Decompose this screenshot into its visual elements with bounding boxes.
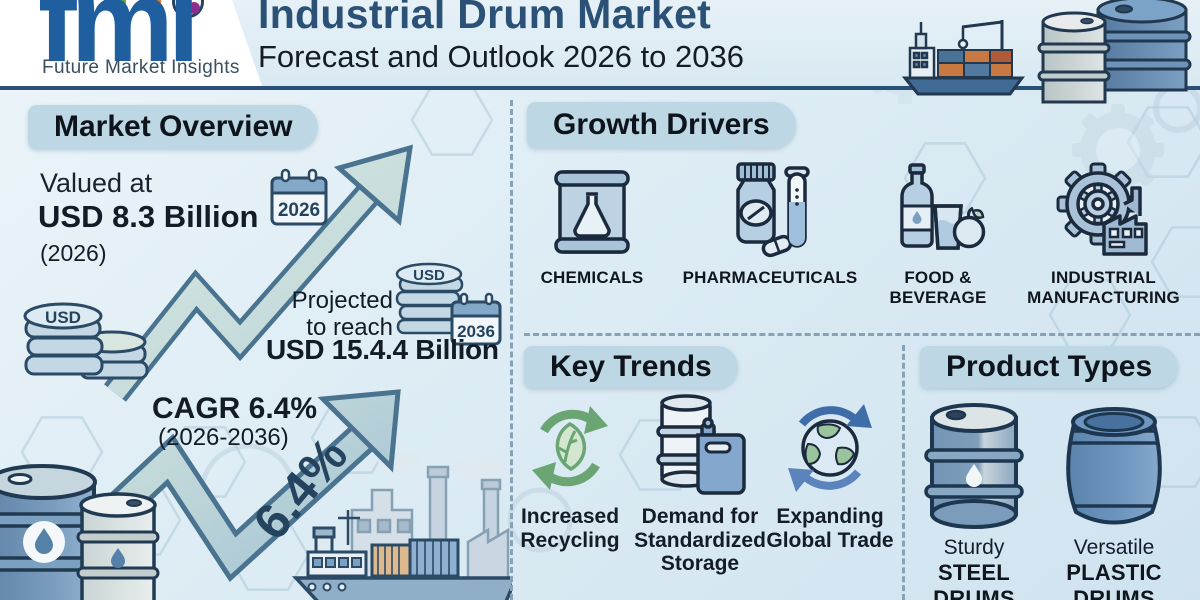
valued-at-year: (2026) xyxy=(40,240,107,266)
calendar-2036-icon: 2036 xyxy=(450,292,502,346)
bottle-glass-apple-icon xyxy=(900,163,986,250)
calendar-start-year: 2026 xyxy=(278,200,320,221)
growth-arrow-1 xyxy=(104,144,414,402)
vertical-dashed-separator-2 xyxy=(902,345,905,600)
ship-and-drums-illustration xyxy=(901,0,1192,104)
growth-driver-label: PHARMACEUTICALS xyxy=(682,268,858,287)
market-overview-illustration: 6.4% USD USD xyxy=(0,144,512,600)
key-trend-storage: Demand for Standardized Storage xyxy=(625,393,775,576)
vertical-dashed-separator xyxy=(510,100,513,600)
drum-jerrycan-icon xyxy=(656,394,746,495)
page-subtitle: Forecast and Outlook 2026 to 2036 xyxy=(258,39,744,74)
recycling-leaf-icon xyxy=(532,406,608,490)
growth-driver-label: INDUSTRIAL MANUFACTURING xyxy=(1027,268,1180,308)
projected-line2: to reach xyxy=(306,313,393,341)
globe-trade-arrows-icon xyxy=(788,404,872,492)
calendar-2026-icon: 2026 xyxy=(270,168,328,226)
usd-coin-stack-right: USD xyxy=(395,262,464,335)
header-blue-drum xyxy=(1092,0,1192,92)
header-gray-drum xyxy=(1037,11,1111,104)
pill-bottle-test-tube-icon xyxy=(736,162,810,258)
product-type-qualifier: Sturdy xyxy=(943,536,1005,559)
header-cargo-ship xyxy=(901,20,1025,96)
product-type-qualifier: Versatile xyxy=(1073,536,1155,559)
bottom-cargo-ship xyxy=(292,510,512,600)
growth-driver-industrial-manufacturing: INDUSTRIAL MANUFACTURING xyxy=(1021,162,1186,309)
cagr-period: (2026-2036) xyxy=(158,424,289,451)
gear-factory-icon xyxy=(1056,162,1148,256)
product-type-steel-drums: Sturdy STEEL DRUMS xyxy=(896,398,1052,600)
growth-driver-food-beverage: FOOD & BEVERAGE xyxy=(868,162,1008,309)
gray-oil-drum xyxy=(76,492,160,600)
key-trend-label: Demand for Standardized Storage xyxy=(634,505,766,576)
key-trend-recycling: Increased Recycling xyxy=(495,396,645,552)
valued-at-label: Valued at xyxy=(40,168,153,198)
fmi-logo: fmi Future Market Insights xyxy=(0,0,262,86)
growth-driver-pharmaceuticals: PHARMACEUTICALS xyxy=(682,160,858,288)
product-type-plastic-drums: Versatile PLASTIC DRUMS xyxy=(1036,398,1192,600)
logo-dot-orange-icon xyxy=(139,0,161,12)
product-type-label: PLASTIC DRUMS xyxy=(1066,560,1162,600)
logo-text: fmi xyxy=(38,0,200,86)
key-trend-label: Expanding Global Trade xyxy=(766,505,894,552)
growth-driver-label: FOOD & BEVERAGE xyxy=(889,268,987,308)
header-divider xyxy=(0,86,1200,90)
key-trend-label: Increased Recycling xyxy=(520,505,620,552)
valued-at-value: USD 8.3 Billion xyxy=(38,199,259,234)
horizontal-dashed-separator xyxy=(524,333,1200,336)
cagr-label: CAGR 6.4% xyxy=(152,392,318,425)
coin-usd-text-2: USD xyxy=(413,267,445,284)
calendar-end-year: 2036 xyxy=(457,322,495,341)
growth-driver-chemicals: CHEMICALS xyxy=(507,162,677,288)
steel-drum-icon xyxy=(924,403,1024,529)
plastic-drum-icon xyxy=(1066,407,1162,525)
usd-coin-stack-left: USD xyxy=(23,302,149,380)
chemical-drum-flask-icon xyxy=(554,170,630,254)
logo-tagline: Future Market Insights xyxy=(42,57,240,78)
product-types-heading: Product Types xyxy=(920,346,1179,388)
growth-drivers-heading: Growth Drivers xyxy=(527,102,796,148)
coin-usd-text: USD xyxy=(45,308,81,327)
growth-driver-label: CHEMICALS xyxy=(540,268,644,287)
key-trend-global-trade: Expanding Global Trade xyxy=(755,396,905,552)
projected-line1: Projected xyxy=(291,287,393,314)
projected-value: USD 15.4.4 Billion xyxy=(266,334,499,365)
product-type-label: STEEL DRUMS xyxy=(933,560,1015,600)
page-title: Industrial Drum Market xyxy=(258,0,712,37)
logo-dot-ring-icon xyxy=(172,0,204,18)
logo-dot-green-icon xyxy=(104,0,126,13)
key-trends-heading: Key Trends xyxy=(524,346,738,388)
market-overview-heading: Market Overview xyxy=(28,105,319,149)
projected-label: Projected to reach xyxy=(253,287,393,342)
